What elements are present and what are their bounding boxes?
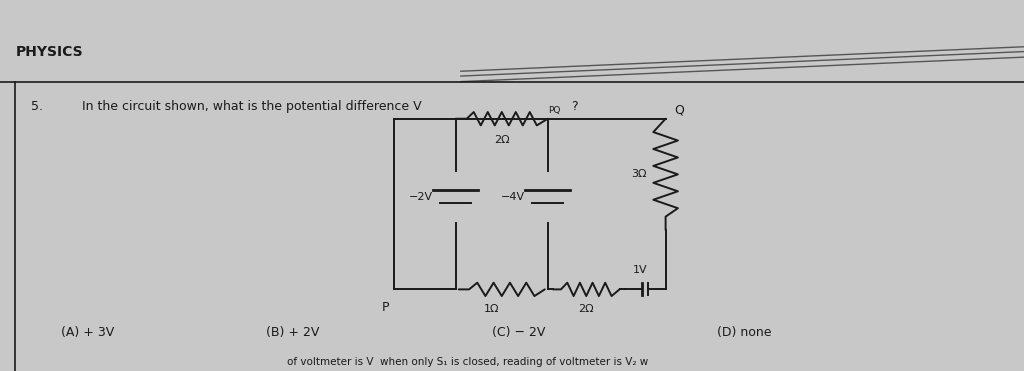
Text: 3Ω: 3Ω [632, 170, 647, 179]
Text: 2Ω: 2Ω [494, 135, 510, 145]
Text: (D) none: (D) none [717, 326, 771, 339]
Text: −2V: −2V [409, 192, 433, 201]
Text: ?: ? [571, 100, 578, 113]
Text: (C) − 2V: (C) − 2V [492, 326, 545, 339]
Text: PHYSICS: PHYSICS [15, 45, 83, 59]
Text: −4V: −4V [501, 192, 525, 201]
Text: 1Ω: 1Ω [483, 304, 500, 314]
Text: (B) + 2V: (B) + 2V [266, 326, 319, 339]
Text: In the circuit shown, what is the potential difference V: In the circuit shown, what is the potent… [82, 100, 422, 113]
Text: 5.: 5. [31, 100, 43, 113]
Text: (A) + 3V: (A) + 3V [61, 326, 115, 339]
Text: P: P [382, 301, 389, 313]
Text: 1V: 1V [633, 265, 647, 275]
Text: 2Ω: 2Ω [579, 304, 594, 314]
Text: Q: Q [674, 104, 684, 117]
Text: PQ: PQ [548, 106, 560, 115]
Text: of voltmeter is V  when only S₁ is closed, reading of voltmeter is V₂ w: of voltmeter is V when only S₁ is closed… [287, 357, 648, 367]
